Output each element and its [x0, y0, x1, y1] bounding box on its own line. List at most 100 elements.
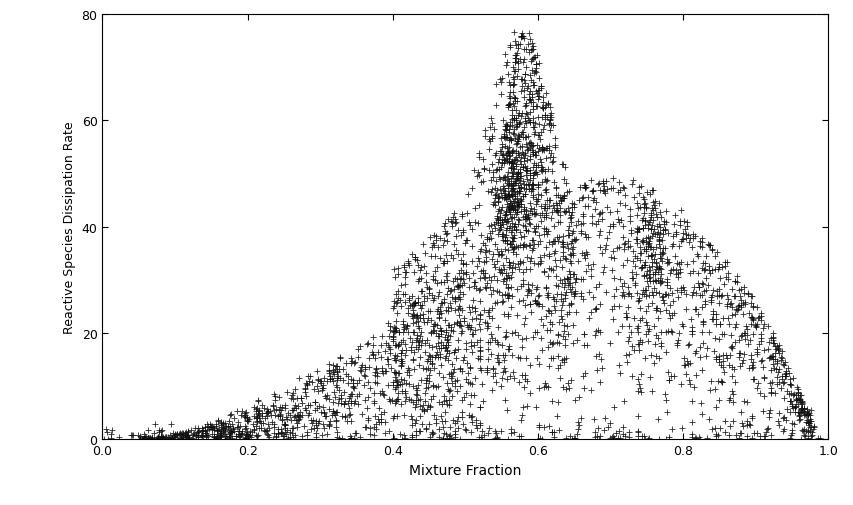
Point [622, 350, 635, 359]
Point [141, 434, 154, 442]
Point [630, 432, 644, 440]
Point [696, 339, 710, 347]
Point [133, 432, 147, 440]
Point [529, 209, 543, 217]
Point [408, 256, 421, 264]
Point [319, 413, 333, 421]
Point [682, 235, 695, 243]
Point [576, 295, 589, 304]
Point [543, 122, 557, 130]
Point [462, 379, 476, 387]
Point [266, 429, 280, 437]
Point [596, 426, 610, 434]
Point [422, 289, 436, 297]
Point [414, 264, 427, 272]
Point [513, 174, 526, 182]
Point [675, 424, 688, 432]
Point [281, 409, 295, 417]
Point [510, 198, 524, 207]
Point [490, 434, 503, 442]
Point [797, 425, 810, 433]
Point [502, 181, 515, 189]
Point [503, 137, 517, 145]
Point [136, 435, 150, 443]
Point [507, 117, 520, 125]
Point [455, 409, 468, 417]
Point [800, 412, 814, 420]
Point [531, 181, 544, 189]
Point [479, 246, 492, 255]
Point [541, 384, 554, 392]
Point [248, 431, 262, 439]
Point [480, 280, 494, 288]
Point [505, 187, 519, 195]
Point [425, 428, 438, 436]
Point [746, 375, 760, 383]
Point [397, 341, 411, 349]
Point [515, 335, 529, 343]
Point [449, 247, 462, 255]
Point [800, 409, 814, 417]
Point [453, 257, 467, 265]
Point [390, 378, 403, 386]
Point [603, 340, 617, 348]
Point [138, 435, 152, 443]
Point [493, 148, 507, 156]
Point [325, 412, 339, 420]
Point [500, 122, 514, 130]
Point [543, 265, 557, 273]
Point [386, 337, 399, 345]
Point [521, 228, 535, 236]
Point [563, 214, 577, 222]
Point [778, 369, 792, 377]
Point [501, 182, 514, 190]
Point [526, 192, 540, 200]
Point [770, 345, 784, 353]
Point [317, 408, 331, 416]
Point [158, 433, 171, 441]
Point [589, 221, 602, 229]
Point [627, 193, 641, 201]
Point [548, 297, 562, 305]
Point [619, 313, 633, 321]
Point [461, 323, 474, 331]
Point [775, 372, 788, 380]
Point [553, 276, 566, 284]
Point [351, 354, 364, 362]
Point [432, 325, 446, 333]
Point [798, 432, 811, 440]
Point [641, 240, 655, 248]
Point [488, 240, 502, 248]
Point [419, 425, 432, 433]
Point [210, 434, 223, 442]
Point [801, 419, 815, 427]
Point [751, 340, 765, 348]
Point [590, 424, 604, 432]
Point [389, 381, 403, 389]
Point [178, 431, 192, 439]
Point [450, 281, 464, 289]
Point [568, 396, 582, 404]
Point [345, 376, 359, 384]
Point [343, 360, 357, 368]
Point [452, 295, 466, 304]
Point [512, 119, 525, 127]
Point [475, 177, 489, 185]
Point [622, 428, 635, 436]
Point [473, 352, 486, 360]
Point [468, 314, 482, 322]
Point [305, 379, 319, 387]
Point [437, 237, 450, 245]
Point [749, 303, 763, 311]
Point [622, 289, 635, 297]
Point [717, 280, 730, 288]
Point [496, 156, 510, 164]
Point [531, 93, 544, 101]
Point [262, 424, 276, 432]
Point [542, 252, 555, 261]
Point [715, 378, 728, 386]
Point [671, 261, 685, 269]
Point [554, 295, 567, 304]
Point [223, 427, 237, 435]
Point [508, 179, 521, 187]
